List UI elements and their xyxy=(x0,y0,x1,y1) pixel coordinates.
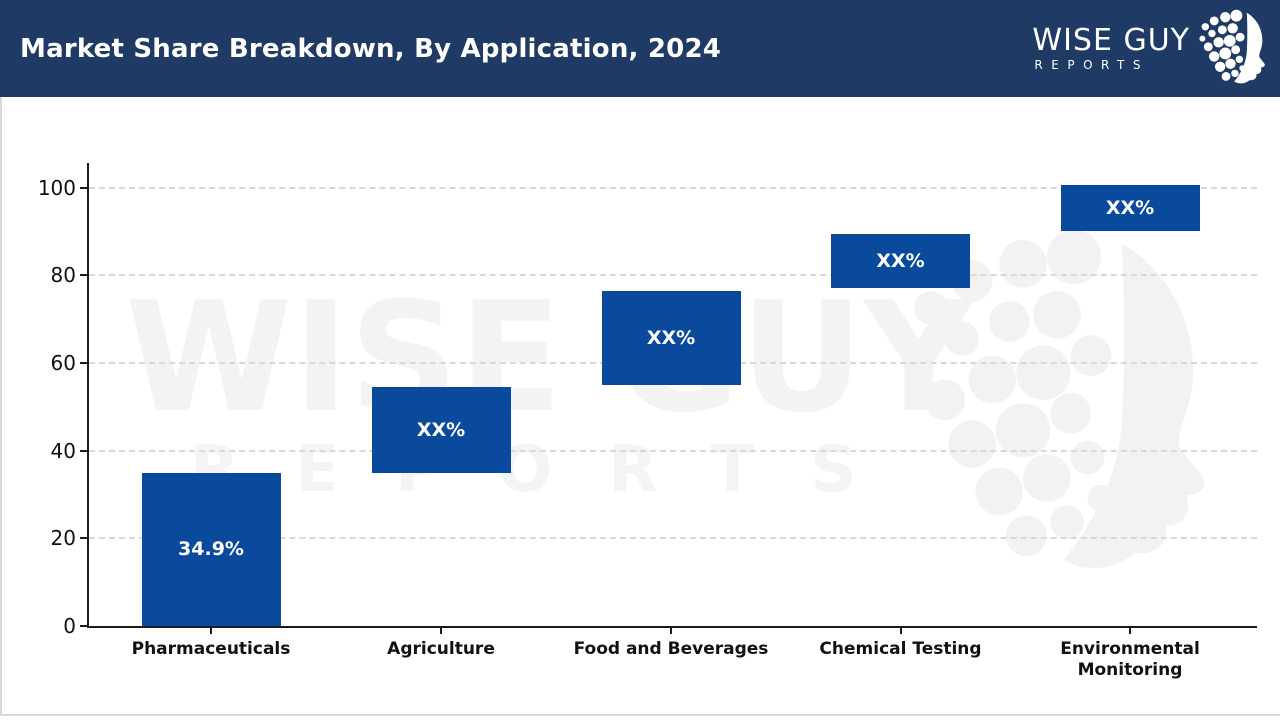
wiseguy-logo: WISE GUY REPORTS xyxy=(1032,8,1266,90)
y-tick-label-100: 100 xyxy=(37,175,76,200)
gridline-100 xyxy=(89,186,1257,189)
y-tick-80 xyxy=(80,274,88,277)
logo-text: WISE GUY REPORTS xyxy=(1032,23,1190,72)
bar-food-and-beverages: XX% xyxy=(601,290,741,385)
x-tick-pharmaceuticals xyxy=(210,628,212,634)
gridline-80 xyxy=(89,274,1257,277)
bar-chemical-testing: XX% xyxy=(831,233,970,289)
y-tick-0 xyxy=(80,625,88,627)
bar-value-label-chemical-testing: XX% xyxy=(876,249,925,272)
page-title: Market Share Breakdown, By Application, … xyxy=(20,33,722,64)
bar-agriculture: XX% xyxy=(371,387,511,473)
y-tick-40 xyxy=(80,449,88,452)
x-tick-chemical-testing xyxy=(899,628,902,634)
y-tick-label-20: 20 xyxy=(50,526,76,551)
bar-value-label-food-and-beverages: XX% xyxy=(646,326,696,349)
bar-value-label-pharmaceuticals: 34.9% xyxy=(178,538,244,561)
x-tick-environmental-monitoring xyxy=(1129,628,1131,634)
y-tick-100 xyxy=(80,186,88,189)
left-border-line xyxy=(0,97,2,716)
x-axis-label-pharmaceuticals: Pharmaceuticals xyxy=(131,639,291,659)
logo-wiseguy-text: WISE GUY xyxy=(1032,23,1190,58)
y-tick-label-0: 0 xyxy=(63,614,76,638)
y-tick-label-60: 60 xyxy=(50,350,76,375)
watermark-wiseguy-text: WISE GUY xyxy=(125,269,974,446)
watermark-face-icon xyxy=(904,229,1205,568)
y-tick-label-40: 40 xyxy=(50,438,76,463)
bar-value-label-agriculture: XX% xyxy=(416,418,466,441)
face-profile-dots-icon xyxy=(1199,9,1265,83)
watermark-reports-text: REPORTS xyxy=(190,433,913,507)
gridline-20 xyxy=(89,537,1257,540)
logo-reports-text: REPORTS xyxy=(1034,58,1149,72)
bar-value-label-environmental-monitoring: XX% xyxy=(1105,197,1155,220)
x-axis-label-food-and-beverages: Food and Beverages xyxy=(573,639,769,659)
bar-pharmaceuticals: 34.9% xyxy=(141,472,281,626)
y-tick-60 xyxy=(80,361,88,364)
y-tick-20 xyxy=(80,537,88,540)
gridline-40 xyxy=(89,449,1257,452)
x-axis-label-chemical-testing: Chemical Testing xyxy=(819,639,982,659)
x-axis-label-environmental-monitoring: Environmental Monitoring xyxy=(1060,639,1200,680)
y-tick-label-80: 80 xyxy=(50,263,76,288)
x-tick-food-and-beverages xyxy=(670,628,672,634)
bar-environmental-monitoring: XX% xyxy=(1060,185,1200,232)
y-axis-line xyxy=(87,163,89,628)
x-axis-label-agriculture: Agriculture xyxy=(387,639,495,659)
x-axis-line xyxy=(87,626,1257,628)
header-bar: Market Share Breakdown, By Application, … xyxy=(0,0,1280,97)
x-tick-agriculture xyxy=(440,628,442,634)
bottom-border-line xyxy=(0,714,1280,716)
